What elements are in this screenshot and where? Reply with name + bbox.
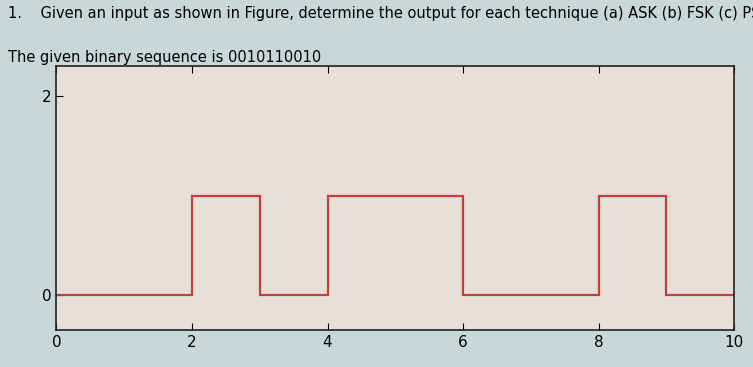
Text: The given binary sequence is 0010110010: The given binary sequence is 0010110010 [8, 50, 321, 65]
Text: 1.    Given an input as shown in Figure, determine the output for each technique: 1. Given an input as shown in Figure, de… [8, 6, 753, 21]
